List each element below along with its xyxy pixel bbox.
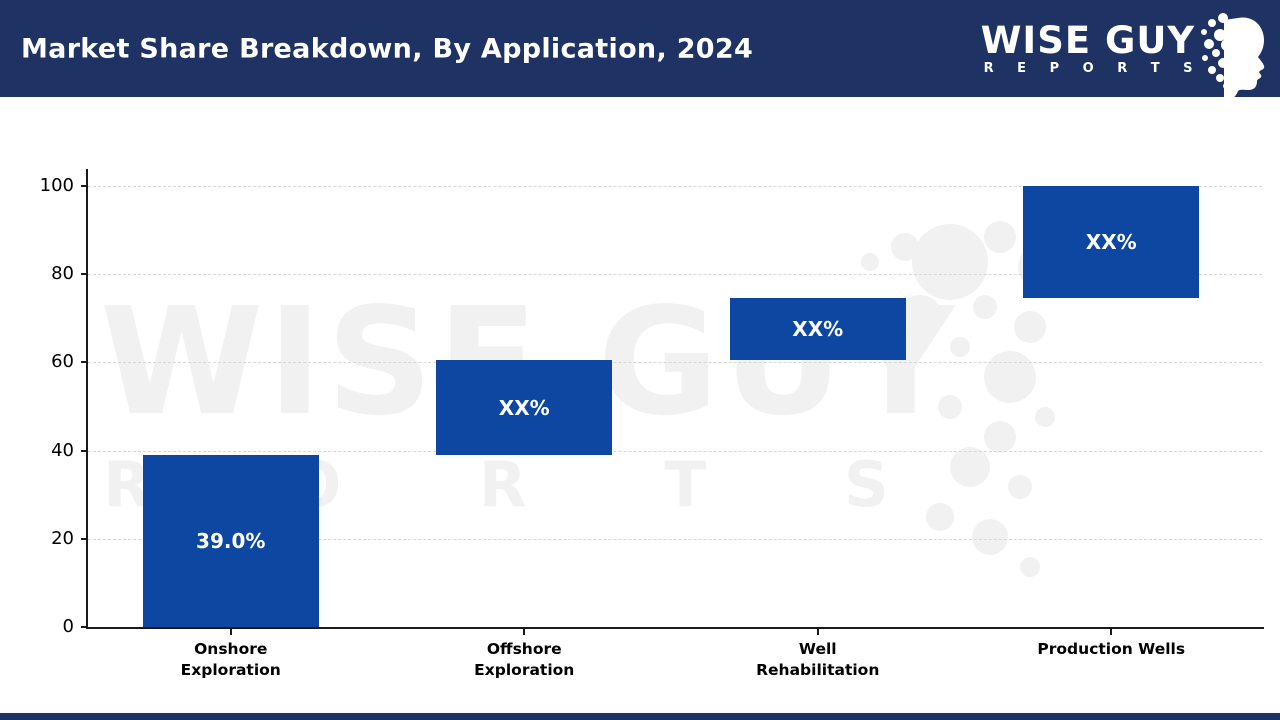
x-tick-mark bbox=[229, 629, 232, 635]
bar-value-label: XX% bbox=[1085, 230, 1137, 255]
y-tick-label: 80 bbox=[51, 263, 74, 285]
bar-value-label: 39.0% bbox=[196, 528, 266, 553]
x-tick-mark bbox=[1110, 629, 1113, 635]
y-tick-label: 60 bbox=[51, 351, 74, 373]
x-axis bbox=[86, 627, 1264, 629]
gridline bbox=[88, 274, 1262, 276]
gridline bbox=[88, 538, 1262, 540]
y-tick-label: 100 bbox=[39, 175, 74, 196]
y-tick-mark bbox=[81, 626, 88, 628]
y-tick-label: 0 bbox=[62, 616, 74, 637]
logo-wordmark-line2: R E P O R T S bbox=[983, 61, 1202, 76]
y-tick-mark bbox=[81, 185, 88, 187]
bar: 39.0% bbox=[142, 455, 319, 627]
footer-bar bbox=[0, 713, 1280, 720]
y-tick-label: 20 bbox=[51, 527, 74, 549]
gridline bbox=[88, 450, 1262, 452]
x-tick-mark bbox=[816, 629, 819, 635]
x-category-label: Offshore Exploration bbox=[474, 640, 575, 679]
y-tick-mark bbox=[81, 449, 88, 452]
bar: XX% bbox=[729, 298, 906, 361]
x-tick-mark bbox=[523, 629, 526, 635]
bar-value-label: XX% bbox=[792, 317, 844, 342]
logo-face-icon bbox=[1201, 13, 1265, 100]
y-tick-mark bbox=[81, 273, 88, 276]
x-category-label: Onshore Exploration bbox=[180, 640, 281, 679]
y-axis bbox=[86, 169, 88, 629]
y-tick-mark bbox=[81, 537, 88, 540]
page-title: Market Share Breakdown, By Application, … bbox=[21, 33, 754, 64]
bar: XX% bbox=[436, 360, 613, 455]
x-category-label: Well Rehabilitation bbox=[756, 640, 880, 679]
bar: XX% bbox=[1023, 186, 1200, 299]
logo-wordmark: WISE GUY R E P O R T S bbox=[980, 19, 1202, 77]
gridline bbox=[88, 362, 1262, 364]
bar-value-label: XX% bbox=[498, 395, 550, 420]
x-category-label: Production Wells bbox=[1037, 640, 1186, 658]
y-tick-mark bbox=[81, 361, 88, 364]
y-tick-label: 40 bbox=[51, 439, 74, 461]
gridline bbox=[88, 186, 1262, 187]
chart-area: WISE GUY R O R T S 0 20 40 60 80 100 39.0% Onsh… bbox=[0, 97, 1280, 713]
header-bar: Market Share Breakdown, By Application, … bbox=[0, 0, 1280, 100]
wiseguy-logo: WISE GUY R E P O R T S bbox=[981, 8, 1268, 100]
logo-wordmark-line1: WISE GUY bbox=[980, 19, 1196, 62]
